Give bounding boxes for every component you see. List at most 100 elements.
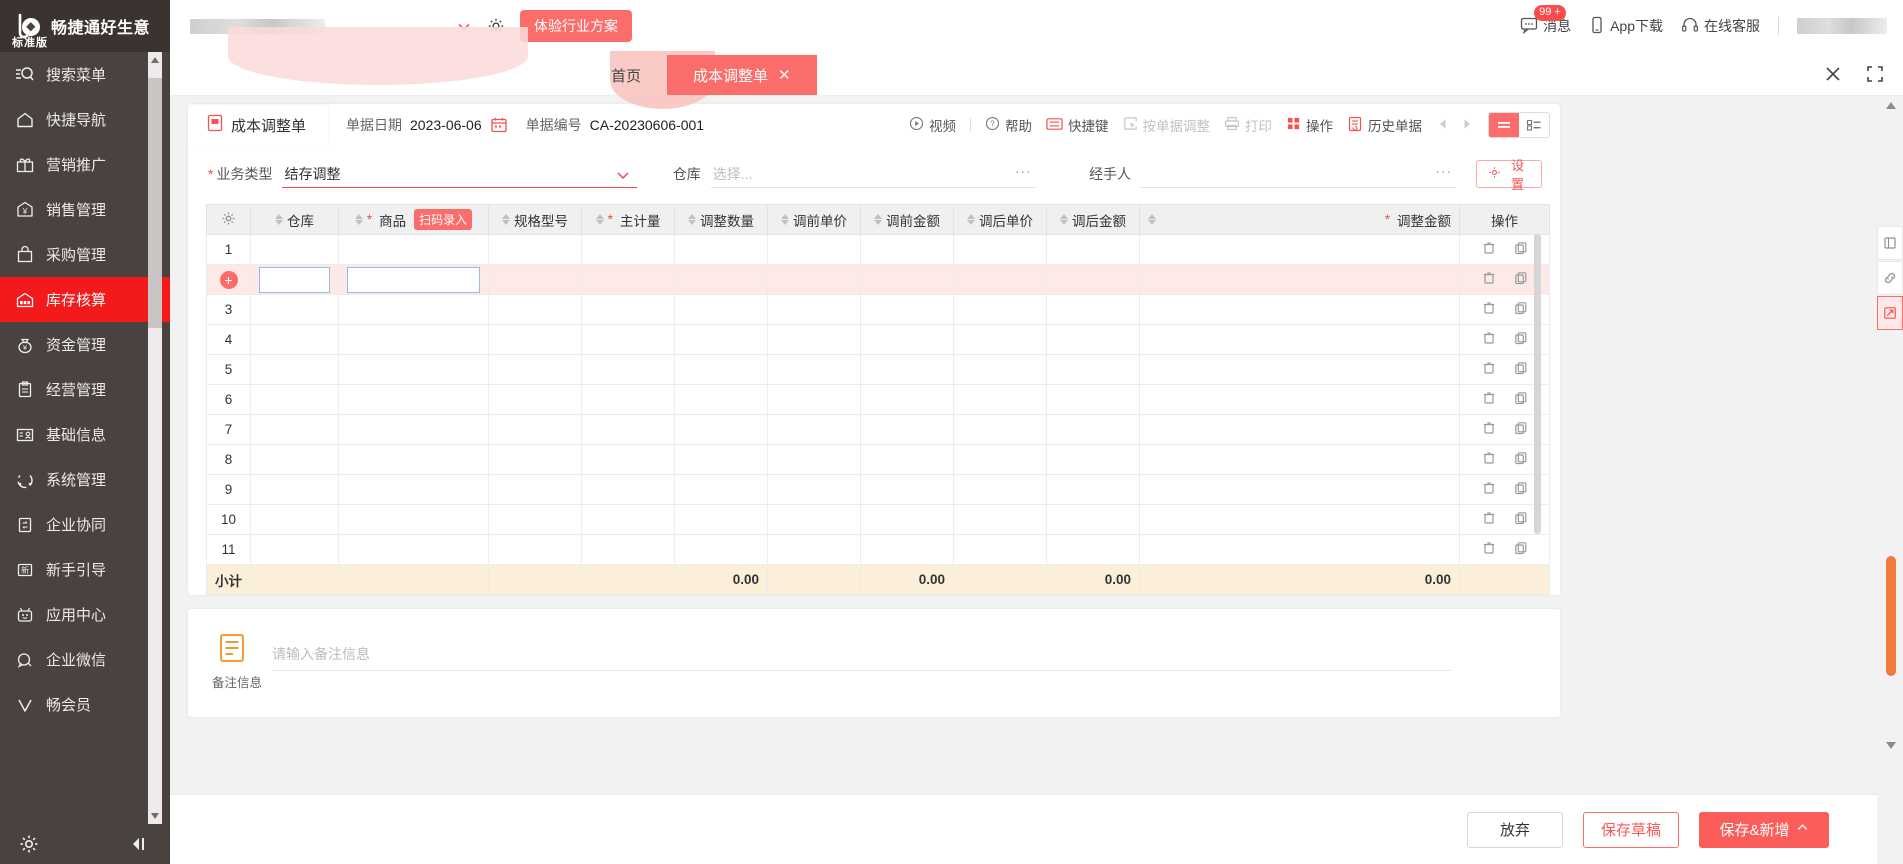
- ellipsis-icon[interactable]: ···: [1435, 163, 1453, 179]
- cell-before-price[interactable]: [767, 444, 861, 475]
- history-docs-action[interactable]: 历史单据: [1347, 115, 1422, 135]
- plus-circle-icon[interactable]: +: [219, 270, 238, 289]
- sort-arrows-icon[interactable]: [1060, 214, 1068, 225]
- table-row[interactable]: +: [206, 264, 1550, 295]
- discard-button[interactable]: 放弃: [1467, 811, 1563, 848]
- cell-adjust-qty[interactable]: [674, 294, 768, 325]
- user-name-masked[interactable]: [1797, 18, 1887, 34]
- sort-arrows-icon[interactable]: [502, 214, 510, 225]
- table-settings-header[interactable]: [206, 204, 251, 235]
- sort-arrows-icon[interactable]: [354, 214, 363, 225]
- trash-icon[interactable]: [1482, 271, 1496, 288]
- grid-scrollbar[interactable]: [1533, 234, 1542, 534]
- cell-adjust-amount[interactable]: [1139, 534, 1460, 565]
- sidebar-scroll-thumb[interactable]: [148, 78, 162, 328]
- sidebar-scroll-down-arrow[interactable]: [148, 808, 162, 824]
- cell-adjust-amount[interactable]: [1139, 294, 1460, 325]
- cell-warehouse[interactable]: [250, 324, 339, 355]
- column-header-product[interactable]: * 商品 扫码录入: [338, 204, 489, 235]
- copy-icon[interactable]: [1514, 331, 1528, 348]
- row-add-button[interactable]: +: [206, 264, 251, 295]
- cell-after-price[interactable]: [953, 234, 1047, 265]
- cell-adjust-qty[interactable]: [674, 504, 768, 535]
- sidebar-item-funds[interactable]: ¥ 资金管理: [0, 322, 170, 367]
- cell-spec[interactable]: [488, 444, 582, 475]
- sort-arrows-icon[interactable]: [275, 214, 283, 225]
- cell-after-price[interactable]: [953, 294, 1047, 325]
- panel-icon[interactable]: [1877, 226, 1903, 260]
- cell-before-price[interactable]: [767, 354, 861, 385]
- scroll-thumb[interactable]: [1886, 556, 1896, 676]
- cell-product[interactable]: [338, 504, 489, 535]
- cell-after-amount[interactable]: [1046, 504, 1140, 535]
- cell-before-amount[interactable]: [860, 354, 954, 385]
- table-row[interactable]: 11: [206, 534, 1550, 565]
- trash-icon[interactable]: [1482, 391, 1496, 408]
- cell-spec[interactable]: [488, 264, 582, 295]
- cell-adjust-qty[interactable]: [674, 324, 768, 355]
- column-header-adjust-qty[interactable]: 调整数量: [674, 204, 768, 235]
- scroll-down-arrow[interactable]: [1883, 738, 1899, 754]
- cell-before-amount[interactable]: [860, 504, 954, 535]
- cell-warehouse[interactable]: [250, 264, 339, 295]
- scan-entry-chip[interactable]: 扫码录入: [414, 209, 473, 230]
- cell-main-unit[interactable]: [581, 324, 675, 355]
- cell-main-unit[interactable]: [581, 534, 675, 565]
- cell-adjust-amount[interactable]: [1139, 234, 1460, 265]
- sidebar-item-app-center[interactable]: 应用中心: [0, 592, 170, 637]
- online-service-button[interactable]: 在线客服: [1681, 16, 1760, 37]
- copy-icon[interactable]: [1514, 451, 1528, 468]
- sort-arrows-icon[interactable]: [874, 214, 882, 225]
- cell-adjust-qty[interactable]: [674, 444, 768, 475]
- table-row[interactable]: 3: [206, 294, 1550, 325]
- warehouse-cell-editor[interactable]: [259, 266, 330, 293]
- table-row[interactable]: 6: [206, 384, 1550, 415]
- trash-icon[interactable]: [1482, 451, 1496, 468]
- chevron-up-icon[interactable]: [1796, 821, 1809, 838]
- product-cell-editor[interactable]: [347, 266, 480, 293]
- cell-after-price[interactable]: [953, 354, 1047, 385]
- cell-warehouse[interactable]: [250, 534, 339, 565]
- cell-product[interactable]: [338, 474, 489, 505]
- cell-before-price[interactable]: [767, 324, 861, 355]
- cell-before-amount[interactable]: [860, 294, 954, 325]
- cell-warehouse[interactable]: [250, 444, 339, 475]
- close-icon[interactable]: ✕: [778, 67, 791, 84]
- trash-icon[interactable]: [1482, 331, 1496, 348]
- column-header-before-price[interactable]: 调前单价: [767, 204, 861, 235]
- cell-spec[interactable]: [488, 234, 582, 265]
- trash-icon[interactable]: [1482, 541, 1496, 558]
- card-view-icon[interactable]: [1519, 113, 1549, 137]
- cell-spec[interactable]: [488, 414, 582, 445]
- cell-product[interactable]: [338, 354, 489, 385]
- copy-icon[interactable]: [1514, 481, 1528, 498]
- cell-before-price[interactable]: [767, 264, 861, 295]
- sort-arrows-icon[interactable]: [967, 214, 975, 225]
- sidebar-item-search-menu[interactable]: 搜索菜单: [0, 52, 170, 97]
- trash-icon[interactable]: [1482, 361, 1496, 378]
- gear-icon[interactable]: [221, 212, 236, 229]
- table-row[interactable]: 4: [206, 324, 1550, 355]
- cell-after-amount[interactable]: [1046, 444, 1140, 475]
- column-header-warehouse[interactable]: 仓库: [250, 204, 339, 235]
- experience-solution-button[interactable]: 体验行业方案: [520, 10, 632, 42]
- table-row[interactable]: 9: [206, 474, 1550, 505]
- sort-arrows-icon[interactable]: [1148, 214, 1156, 225]
- cell-adjust-qty[interactable]: [674, 234, 768, 265]
- copy-icon[interactable]: [1514, 361, 1528, 378]
- cell-spec[interactable]: [488, 354, 582, 385]
- sidebar-item-basic-info[interactable]: 基础信息: [0, 412, 170, 457]
- cell-spec[interactable]: [488, 294, 582, 325]
- cell-product[interactable]: [338, 234, 489, 265]
- expand-icon[interactable]: [1877, 296, 1903, 330]
- cell-product[interactable]: [338, 264, 489, 295]
- sidebar-item-purchase[interactable]: 采购管理: [0, 232, 170, 277]
- copy-icon[interactable]: [1514, 541, 1528, 558]
- cell-adjust-amount[interactable]: [1139, 324, 1460, 355]
- column-header-after-amount[interactable]: 调后金额: [1046, 204, 1140, 235]
- cell-main-unit[interactable]: [581, 504, 675, 535]
- cell-main-unit[interactable]: [581, 474, 675, 505]
- table-row[interactable]: 8: [206, 444, 1550, 475]
- cell-before-amount[interactable]: [860, 414, 954, 445]
- cell-after-price[interactable]: [953, 534, 1047, 565]
